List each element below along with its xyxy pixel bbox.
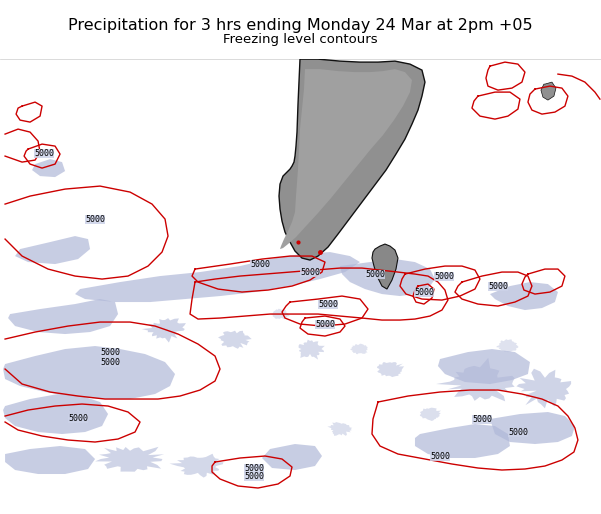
Text: 5000: 5000 [488,282,508,290]
Text: 5000: 5000 [414,287,434,297]
Text: 5000: 5000 [68,414,88,423]
Text: 5000: 5000 [315,320,335,328]
Polygon shape [32,159,65,177]
Polygon shape [436,358,514,401]
Polygon shape [377,362,404,377]
Text: 5000: 5000 [244,471,264,481]
Text: 5000: 5000 [34,149,54,158]
Polygon shape [279,59,425,260]
Text: Freezing level contours: Freezing level contours [223,33,378,46]
Text: 5000: 5000 [318,300,338,308]
Text: 5000: 5000 [300,268,320,277]
Polygon shape [490,412,575,444]
Text: 5000: 5000 [250,260,270,268]
Polygon shape [415,424,510,458]
Text: 5000: 5000 [434,271,454,281]
Polygon shape [516,369,571,408]
Polygon shape [372,244,398,289]
Text: 5000: 5000 [472,414,492,424]
Polygon shape [270,308,290,319]
Text: 5000: 5000 [85,214,105,224]
Polygon shape [169,454,224,478]
Polygon shape [218,331,252,349]
Polygon shape [75,252,360,302]
Text: 5000: 5000 [100,347,120,357]
Text: 5000: 5000 [244,464,264,472]
Polygon shape [420,408,441,421]
Polygon shape [299,340,325,360]
Polygon shape [95,447,164,472]
Text: 5000: 5000 [430,451,450,461]
Polygon shape [328,422,352,436]
Polygon shape [8,299,118,334]
Text: Precipitation for 3 hrs ending Monday 24 Mar at 2pm +05: Precipitation for 3 hrs ending Monday 24… [68,18,533,33]
Polygon shape [541,82,556,100]
Polygon shape [3,394,108,434]
Polygon shape [3,346,175,399]
Polygon shape [262,444,322,470]
Polygon shape [496,339,519,352]
Polygon shape [490,282,558,310]
Polygon shape [280,69,412,249]
Polygon shape [438,349,530,384]
Text: 5000: 5000 [100,358,120,366]
Polygon shape [5,446,95,474]
Text: 5000: 5000 [508,428,528,436]
Polygon shape [15,236,90,264]
Text: 5000: 5000 [365,269,385,279]
Polygon shape [350,344,368,354]
Polygon shape [340,259,435,296]
Polygon shape [142,318,186,342]
